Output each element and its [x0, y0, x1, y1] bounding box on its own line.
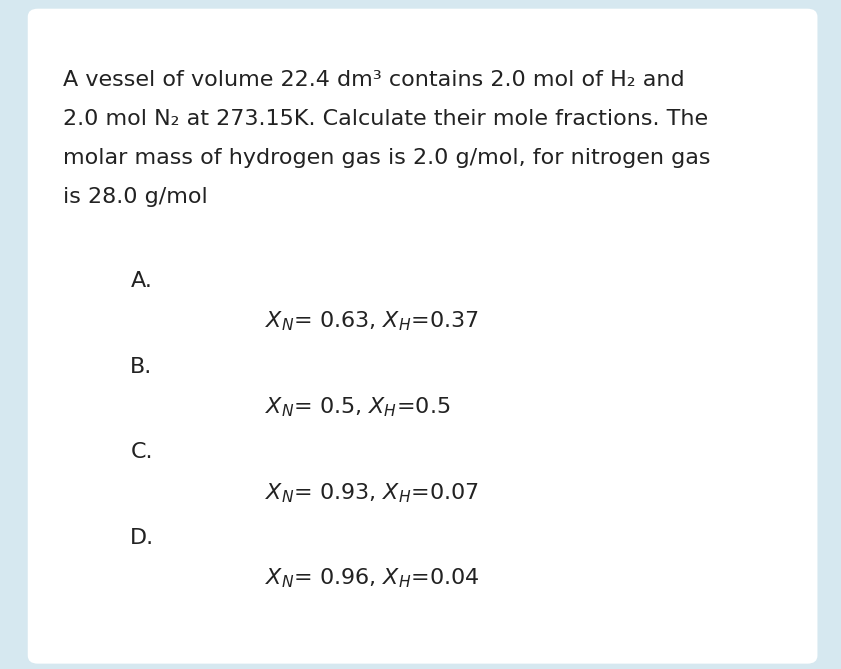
Text: $X_N$= 0.96, $X_H$=0.04: $X_N$= 0.96, $X_H$=0.04	[265, 567, 479, 590]
Text: $X_N$= 0.93, $X_H$=0.07: $X_N$= 0.93, $X_H$=0.07	[265, 481, 479, 504]
Text: 2.0 mol N₂ at 273.15K. Calculate their mole fractions. The: 2.0 mol N₂ at 273.15K. Calculate their m…	[63, 109, 708, 129]
Text: A vessel of volume 22.4 dm³ contains 2.0 mol of H₂ and: A vessel of volume 22.4 dm³ contains 2.0…	[63, 70, 685, 90]
Text: B.: B.	[130, 357, 152, 377]
Text: $X_N$= 0.5, $X_H$=0.5: $X_N$= 0.5, $X_H$=0.5	[265, 395, 450, 419]
Text: A.: A.	[130, 271, 152, 291]
Text: C.: C.	[130, 442, 153, 462]
Text: is 28.0 g/mol: is 28.0 g/mol	[63, 187, 208, 207]
Text: molar mass of hydrogen gas is 2.0 g/mol, for nitrogen gas: molar mass of hydrogen gas is 2.0 g/mol,…	[63, 148, 711, 168]
Text: D.: D.	[130, 528, 155, 548]
Text: $X_N$= 0.63, $X_H$=0.37: $X_N$= 0.63, $X_H$=0.37	[265, 310, 479, 333]
